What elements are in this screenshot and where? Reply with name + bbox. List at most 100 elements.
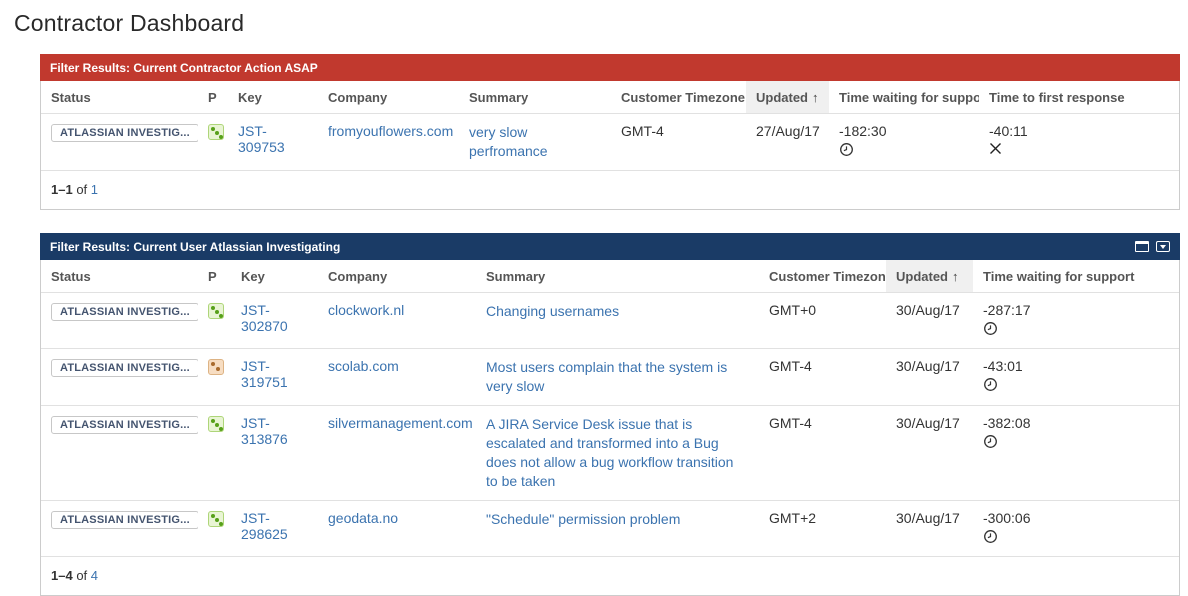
status-cell: ATLASSIAN INVESTIG... (41, 405, 198, 501)
gadget-controls (1135, 241, 1170, 252)
timezone-cell: GMT-4 (759, 348, 886, 406)
column-header-key[interactable]: Key (238, 90, 262, 105)
priority-cell (198, 113, 228, 170)
column-header-updated-sorted[interactable]: Updated ↑ (886, 260, 973, 293)
gadget-contractor-action-asap: Filter Results: Current Contractor Actio… (40, 54, 1180, 210)
column-header-timezone[interactable]: Customer Timezone (621, 90, 746, 105)
status-cell: ATLASSIAN INVESTIG... (41, 500, 198, 556)
pagination: 1–1 of 1 (41, 170, 1179, 209)
summary-link[interactable]: very slow perfromance (469, 124, 548, 159)
timezone-cell: GMT-4 (759, 405, 886, 501)
updated-cell: 30/Aug/17 (886, 292, 973, 349)
priority-cell (198, 500, 231, 556)
updated-cell: 30/Aug/17 (886, 405, 973, 501)
time-waiting-cell: -382:08 (973, 405, 1179, 501)
dropdown-icon[interactable] (1156, 241, 1170, 252)
company-cell: fromyouflowers.com (318, 113, 459, 170)
gadget-header: Filter Results: Current Contractor Actio… (40, 54, 1180, 81)
pagination: 1–4 of 4 (41, 556, 1179, 595)
time-waiting-value: -182:30 (839, 123, 887, 139)
updated-cell: 30/Aug/17 (886, 348, 973, 406)
issue-key-link[interactable]: JST-319751 (241, 358, 288, 390)
clock-icon (840, 143, 853, 156)
summary-link[interactable]: Changing usernames (486, 303, 620, 319)
column-header-status[interactable]: Status (51, 269, 91, 284)
column-header-summary[interactable]: Summary (469, 90, 529, 105)
company-link[interactable]: silvermanagement.com (328, 415, 473, 431)
column-header-time-waiting[interactable]: Time waiting for support (839, 90, 979, 105)
pagination-range: 1–4 (51, 568, 73, 583)
column-header-priority[interactable]: P (208, 90, 217, 105)
key-cell: JST-313876 (231, 405, 318, 501)
summary-cell: very slow perfromance (459, 113, 611, 170)
gadget-body: Status P Key Company Summary Customer Ti… (40, 81, 1180, 210)
company-link[interactable]: geodata.no (328, 510, 399, 526)
column-header-time-waiting[interactable]: Time waiting for support (983, 269, 1135, 284)
issue-key-link[interactable]: JST-302870 (241, 302, 288, 334)
sort-ascending-icon: ↑ (952, 269, 959, 284)
table-row: ATLASSIAN INVESTIG... JST-302870 clockwo… (41, 292, 1179, 349)
column-header-updated-sorted[interactable]: Updated ↑ (746, 81, 829, 114)
x-icon (990, 143, 1001, 154)
key-cell: JST-298625 (231, 500, 318, 556)
column-header-updated-label: Updated (896, 269, 948, 284)
column-header-summary[interactable]: Summary (486, 269, 546, 284)
key-cell: JST-319751 (231, 348, 318, 406)
priority-orange-icon (208, 359, 224, 375)
priority-cell (198, 405, 231, 501)
column-header-updated-label: Updated (756, 90, 808, 105)
company-link[interactable]: clockwork.nl (328, 302, 405, 318)
column-header-timezone[interactable]: Customer Timezone (769, 269, 886, 284)
clock-icon (984, 322, 997, 335)
issue-key-link[interactable]: JST-313876 (241, 415, 288, 447)
column-header-key[interactable]: Key (241, 269, 265, 284)
priority-green-icon (208, 303, 224, 319)
pagination-of-label: of (76, 568, 88, 583)
clock-icon (984, 435, 997, 448)
time-waiting-value: -287:17 (983, 302, 1031, 318)
company-cell: scolab.com (318, 348, 476, 406)
column-header-company[interactable]: Company (328, 90, 388, 105)
summary-cell: Most users complain that the system is v… (476, 348, 759, 406)
time-waiting-value: -382:08 (983, 415, 1031, 431)
time-waiting-value: -43:01 (983, 358, 1023, 374)
issues-table: Status P Key Company Summary Customer Ti… (41, 81, 1179, 170)
company-link[interactable]: fromyouflowers.com (328, 123, 454, 139)
table-row: ATLASSIAN INVESTIG... JST-309753 fromyou… (41, 113, 1179, 170)
status-badge: ATLASSIAN INVESTIG... (51, 303, 198, 321)
maximize-icon[interactable] (1135, 241, 1149, 252)
column-header-company[interactable]: Company (328, 269, 388, 284)
gadget-body: Status P Key Company Summary Customer Ti… (40, 260, 1180, 596)
page-title: Contractor Dashboard (14, 10, 245, 36)
summary-link[interactable]: Most users complain that the system is v… (486, 359, 728, 394)
timezone-cell: GMT-4 (611, 113, 746, 170)
time-waiting-cell: -300:06 (973, 500, 1179, 556)
table-row: ATLASSIAN INVESTIG... JST-319751 scolab.… (41, 348, 1179, 406)
company-cell: silvermanagement.com (318, 405, 476, 501)
time-waiting-cell: -182:30 (829, 113, 979, 170)
sort-ascending-icon: ↑ (812, 90, 819, 105)
summary-link[interactable]: A JIRA Service Desk issue that is escala… (486, 416, 734, 489)
pagination-total-link[interactable]: 4 (90, 568, 99, 583)
gadget-header: Filter Results: Current User Atlassian I… (40, 233, 1180, 260)
column-header-status[interactable]: Status (51, 90, 91, 105)
status-badge: ATLASSIAN INVESTIG... (51, 416, 198, 434)
updated-cell: 27/Aug/17 (746, 113, 829, 170)
status-cell: ATLASSIAN INVESTIG... (41, 113, 198, 170)
column-header-priority[interactable]: P (208, 269, 217, 284)
column-header-time-first-response[interactable]: Time to first response (989, 90, 1125, 105)
time-waiting-cell: -287:17 (973, 292, 1179, 349)
company-cell: geodata.no (318, 500, 476, 556)
status-badge: ATLASSIAN INVESTIG... (51, 359, 198, 377)
summary-cell: A JIRA Service Desk issue that is escala… (476, 405, 759, 501)
company-link[interactable]: scolab.com (328, 358, 399, 374)
clock-icon (984, 378, 997, 391)
table-header-row: Status P Key Company Summary Customer Ti… (41, 81, 1179, 114)
priority-green-icon (208, 124, 224, 140)
status-cell: ATLASSIAN INVESTIG... (41, 348, 198, 406)
issue-key-link[interactable]: JST-309753 (238, 123, 285, 155)
pagination-total-link[interactable]: 1 (90, 182, 99, 197)
time-waiting-cell: -43:01 (973, 348, 1179, 406)
issue-key-link[interactable]: JST-298625 (241, 510, 288, 542)
summary-link[interactable]: "Schedule" permission problem (486, 511, 681, 527)
